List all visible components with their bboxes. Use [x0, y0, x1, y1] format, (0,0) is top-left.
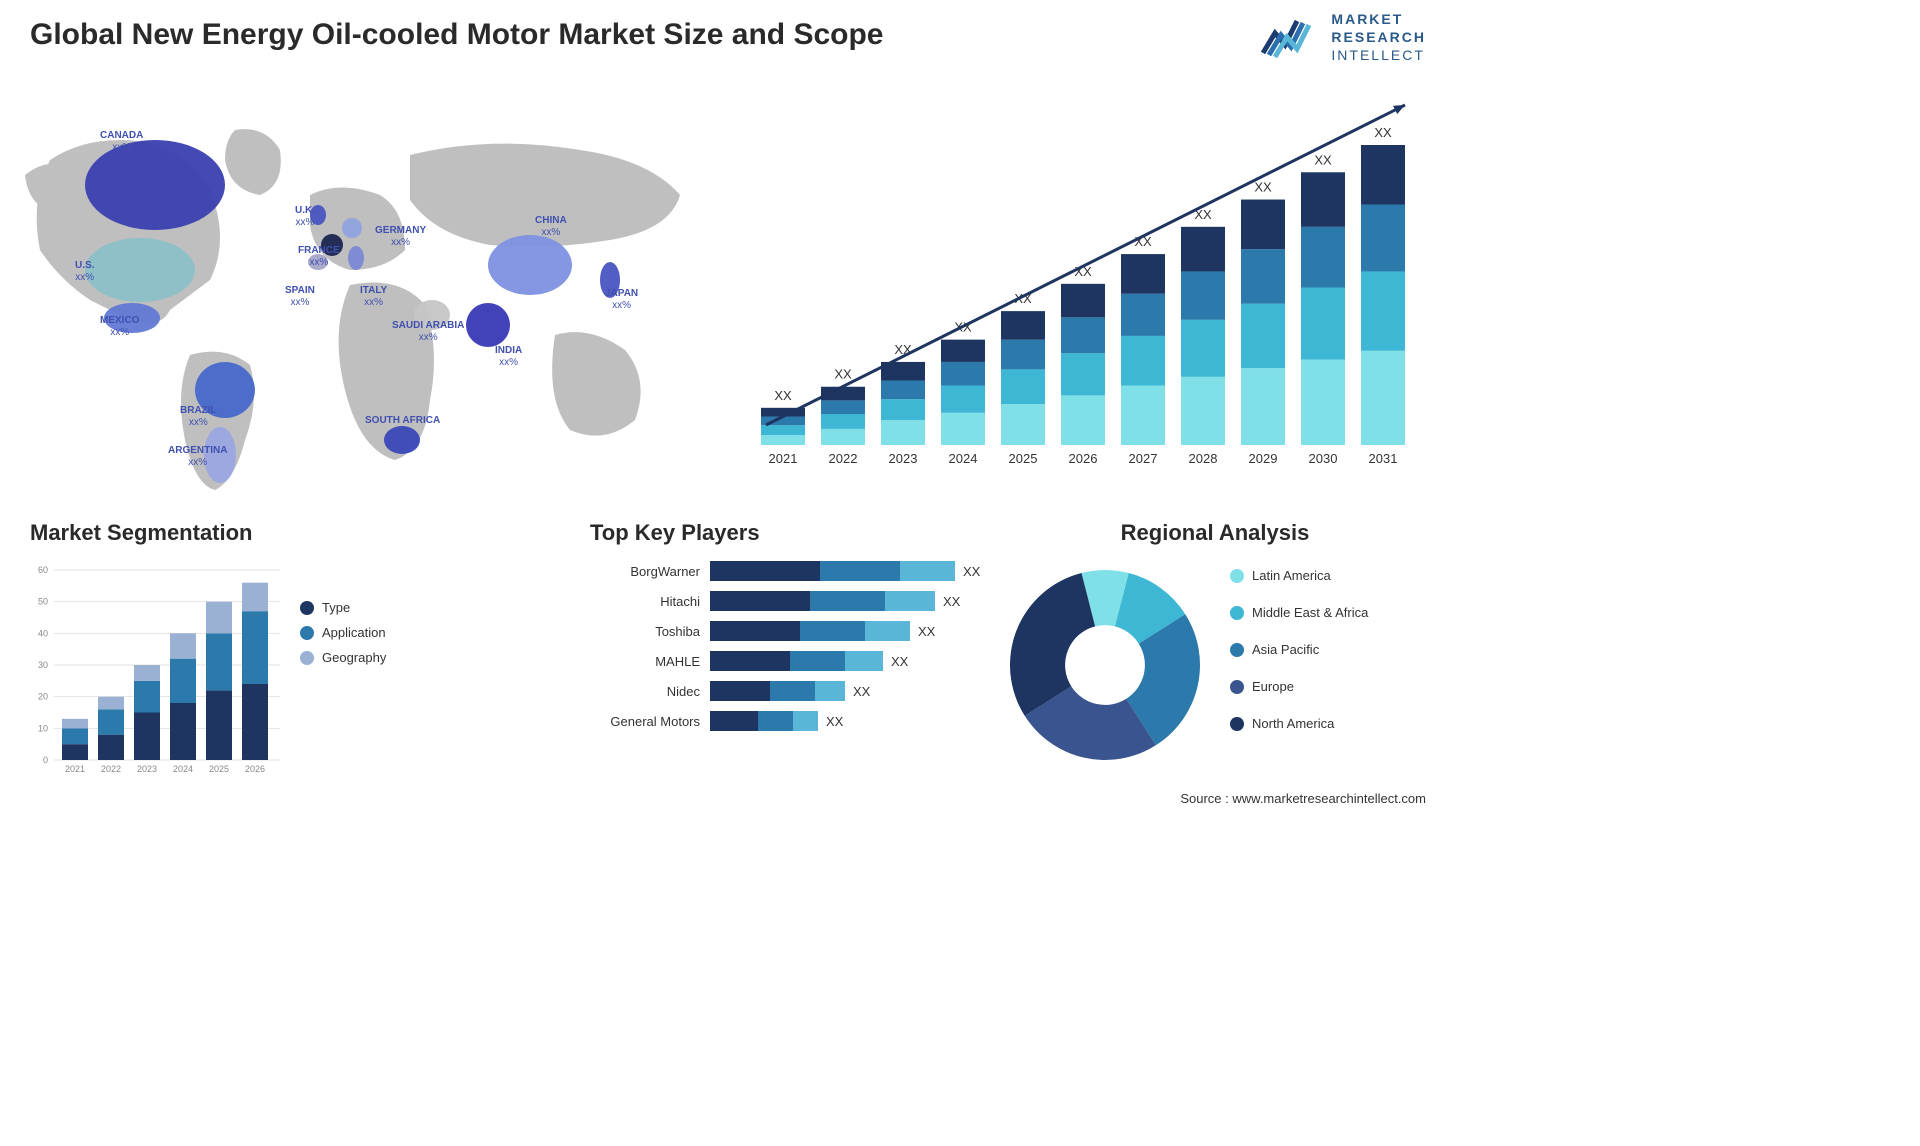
key-player-name: MAHLE [590, 654, 710, 669]
svg-text:50: 50 [38, 597, 48, 607]
segmentation-legend: Type Application Geography [300, 600, 386, 675]
key-player-value: XX [963, 564, 980, 579]
svg-text:2022: 2022 [829, 451, 858, 466]
regional-title: Regional Analysis [1000, 520, 1430, 546]
regional-section: Regional Analysis Latin America Middle Ea… [1000, 520, 1430, 770]
regional-donut [1000, 560, 1210, 770]
world-map: CANADAxx% U.S.xx% MEXICOxx% BRAZILxx% ARGENT… [10, 100, 710, 500]
logo-icon [1261, 15, 1321, 60]
svg-text:2022: 2022 [101, 764, 121, 774]
brand-logo: MARKET RESEARCH INTELLECT [1261, 10, 1426, 65]
svg-text:XX: XX [1254, 180, 1272, 195]
country-label-u-s-: U.S.xx% [75, 260, 94, 283]
country-label-italy: ITALYxx% [360, 285, 387, 308]
country-label-china: CHINAxx% [535, 215, 567, 238]
svg-text:XX: XX [1374, 125, 1392, 140]
key-players-chart: BorgWarnerXXHitachiXXToshibaXXMAHLEXXNid… [590, 560, 1000, 732]
svg-text:2021: 2021 [769, 451, 798, 466]
svg-text:20: 20 [38, 692, 48, 702]
country-label-spain: SPAINxx% [285, 285, 315, 308]
country-label-u-k-: U.K.xx% [295, 205, 315, 228]
key-player-name: General Motors [590, 714, 710, 729]
key-player-value: XX [943, 594, 960, 609]
svg-text:2026: 2026 [1069, 451, 1098, 466]
key-player-row: Nidec XX [590, 680, 1000, 702]
segmentation-chart: 0 10 20 30 40 50 60 2021 2022 2023 2024 2025 2026 [30, 560, 280, 780]
key-player-row: BorgWarner XX [590, 560, 1000, 582]
svg-text:2029: 2029 [1249, 451, 1278, 466]
key-player-row: Hitachi XX [590, 590, 1000, 612]
key-player-row: MAHLE XX [590, 650, 1000, 672]
svg-text:10: 10 [38, 723, 48, 733]
svg-text:2026: 2026 [245, 764, 265, 774]
page-title: Global New Energy Oil-cooled Motor Marke… [30, 18, 884, 52]
logo-text: MARKET RESEARCH INTELLECT [1331, 10, 1426, 65]
svg-text:2027: 2027 [1129, 451, 1158, 466]
country-label-france: FRANCExx% [298, 245, 340, 268]
key-player-name: Hitachi [590, 594, 710, 609]
segmentation-section: Market Segmentation 0 10 20 30 40 50 60 2021 202… [30, 520, 450, 785]
key-player-bar [710, 621, 910, 641]
key-player-row: Toshiba XX [590, 620, 1000, 642]
key-player-bar [710, 681, 845, 701]
country-label-south-africa: SOUTH AFRICAxx% [365, 415, 440, 438]
segmentation-title: Market Segmentation [30, 520, 450, 546]
regional-legend: Latin America Middle East & Africa Asia Pa… [1230, 560, 1368, 741]
regional-legend-item: Asia Pacific [1230, 642, 1368, 657]
key-player-value: XX [826, 714, 843, 729]
country-label-india: INDIAxx% [495, 345, 522, 368]
seg-legend-item: Type [300, 600, 386, 615]
svg-text:2024: 2024 [173, 764, 193, 774]
regional-legend-item: North America [1230, 716, 1368, 731]
svg-text:0: 0 [43, 755, 48, 765]
regional-legend-item: Latin America [1230, 568, 1368, 583]
country-label-canada: CANADAxx% [100, 130, 143, 153]
svg-text:2025: 2025 [1009, 451, 1038, 466]
country-label-germany: GERMANYxx% [375, 225, 426, 248]
svg-text:2031: 2031 [1369, 451, 1398, 466]
country-label-saudi-arabia: SAUDI ARABIAxx% [392, 320, 464, 343]
key-players-section: Top Key Players BorgWarnerXXHitachiXXTos… [590, 520, 1000, 740]
key-player-bar [710, 711, 818, 731]
svg-text:2023: 2023 [137, 764, 157, 774]
svg-text:2028: 2028 [1189, 451, 1218, 466]
key-player-value: XX [918, 624, 935, 639]
growth-chart: XX2021XX2022XX2023XX2024XX2025XX2026XX20… [751, 100, 1421, 480]
key-player-bar [710, 561, 955, 581]
country-label-argentina: ARGENTINAxx% [168, 445, 227, 468]
key-players-title: Top Key Players [590, 520, 1000, 546]
svg-text:60: 60 [38, 565, 48, 575]
key-player-name: Toshiba [590, 624, 710, 639]
svg-text:30: 30 [38, 660, 48, 670]
svg-text:2024: 2024 [949, 451, 978, 466]
svg-text:2030: 2030 [1309, 451, 1338, 466]
country-label-mexico: MEXICOxx% [100, 315, 139, 338]
svg-text:2021: 2021 [65, 764, 85, 774]
svg-text:XX: XX [774, 388, 792, 403]
svg-text:40: 40 [38, 628, 48, 638]
svg-text:2023: 2023 [889, 451, 918, 466]
key-player-bar [710, 651, 883, 671]
seg-legend-item: Geography [300, 650, 386, 665]
source-label: Source : www.marketresearchintellect.com [1180, 791, 1426, 806]
key-player-name: BorgWarner [590, 564, 710, 579]
key-player-value: XX [891, 654, 908, 669]
regional-legend-item: Europe [1230, 679, 1368, 694]
key-player-value: XX [853, 684, 870, 699]
country-label-japan: JAPANxx% [605, 288, 638, 311]
growth-chart-svg: XX2021XX2022XX2023XX2024XX2025XX2026XX20… [751, 100, 1421, 480]
key-player-row: General Motors XX [590, 710, 1000, 732]
country-label-brazil: BRAZILxx% [180, 405, 217, 428]
svg-text:XX: XX [834, 367, 852, 382]
key-player-bar [710, 591, 935, 611]
seg-legend-item: Application [300, 625, 386, 640]
svg-text:XX: XX [1314, 152, 1332, 167]
regional-legend-item: Middle East & Africa [1230, 605, 1368, 620]
svg-text:2025: 2025 [209, 764, 229, 774]
key-player-name: Nidec [590, 684, 710, 699]
